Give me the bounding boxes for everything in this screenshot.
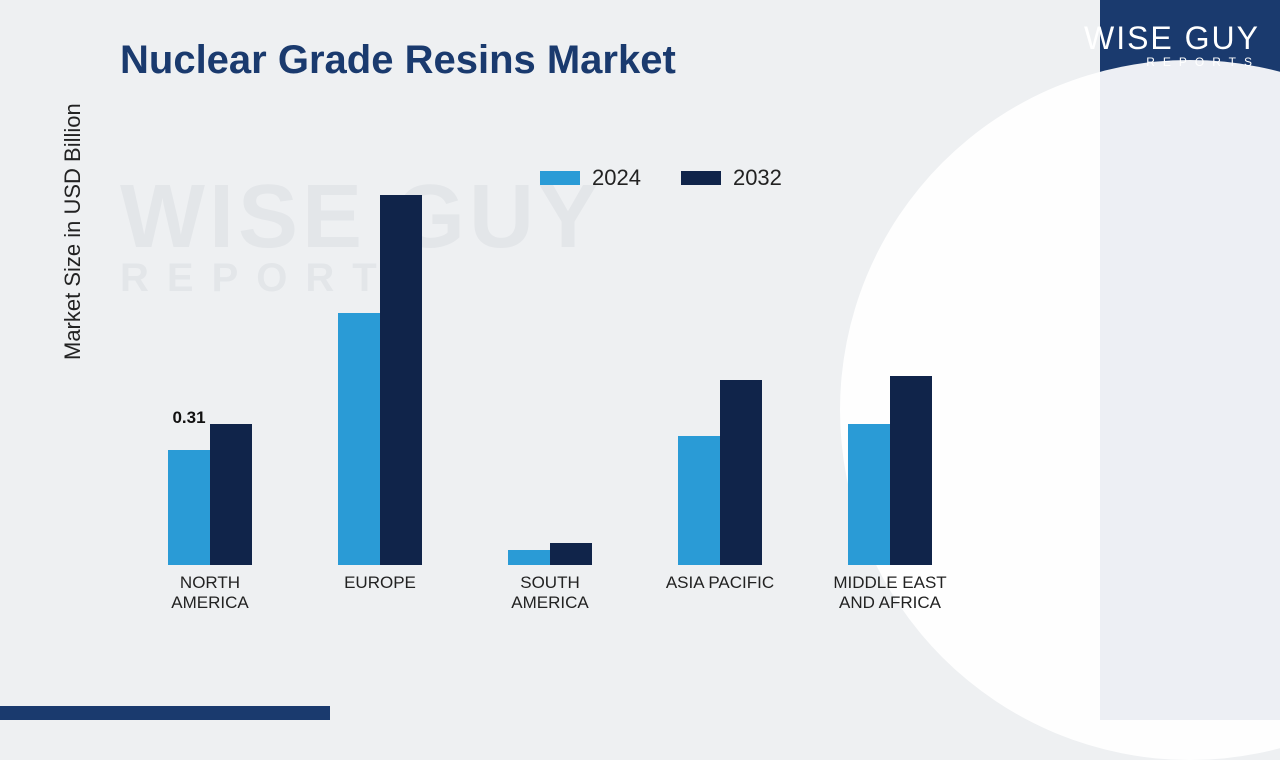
legend-item-2024: 2024 [540,165,641,191]
bar-group: EUROPE [320,195,440,565]
bar-group: SOUTH AMERICA [490,195,610,565]
bar-2024 [848,424,890,565]
bar-2024 [338,313,380,565]
bar-group: ASIA PACIFIC [660,195,780,565]
bar-2032 [720,380,762,565]
bar-value-label: 0.31 [172,408,205,428]
brand-logo-line1: WISE GUY [1010,20,1260,57]
category-label: ASIA PACIFIC [650,573,790,593]
bar-group: MIDDLE EAST AND AFRICA [830,195,950,565]
legend-swatch-2032 [681,171,721,185]
category-label: EUROPE [310,573,450,593]
legend-label-2032: 2032 [733,165,782,191]
legend-item-2032: 2032 [681,165,782,191]
footer-accent [0,706,330,720]
bar-2024 [678,436,720,566]
bar-2024 [508,550,550,565]
bar-2032 [550,543,592,565]
category-label: SOUTH AMERICA [480,573,620,614]
bar-2024 [168,450,210,565]
category-label: MIDDLE EAST AND AFRICA [820,573,960,614]
bar-group: 0.31NORTH AMERICA [150,195,270,565]
legend-label-2024: 2024 [592,165,641,191]
legend: 2024 2032 [540,165,782,191]
legend-swatch-2024 [540,171,580,185]
category-label: NORTH AMERICA [140,573,280,614]
brand-logo-line2: REPORTS [1010,55,1260,69]
brand-logo: WISE GUY REPORTS [1010,20,1260,69]
bar-2032 [380,195,422,565]
chart-title: Nuclear Grade Resins Market [120,38,676,83]
bar-2032 [210,424,252,565]
bar-2032 [890,376,932,565]
y-axis-label: Market Size in USD Billion [60,103,86,360]
chart-plot-area: 0.31NORTH AMERICA EUROPE SOUTH AMERICA ASIA… [120,195,960,565]
